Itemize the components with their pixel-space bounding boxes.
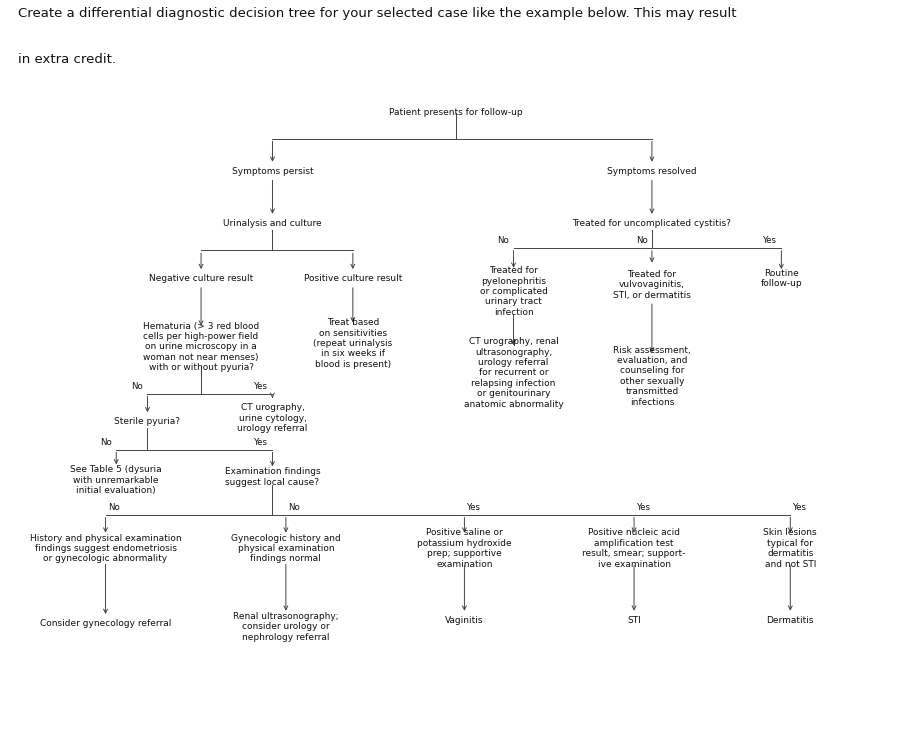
Text: Yes: Yes [254, 382, 268, 391]
Text: CT urography,
urine cytology,
urology referral: CT urography, urine cytology, urology re… [237, 403, 308, 433]
Text: Positive saline or
potassium hydroxide
prep; supportive
examination: Positive saline or potassium hydroxide p… [417, 528, 512, 568]
Text: Yes: Yes [763, 236, 777, 245]
Text: Create a differential diagnostic decision tree for your selected case like the e: Create a differential diagnostic decisio… [18, 7, 737, 20]
Text: Symptoms persist: Symptoms persist [231, 167, 313, 176]
Text: Dermatitis: Dermatitis [766, 616, 814, 625]
Text: Consider gynecology referral: Consider gynecology referral [40, 619, 171, 628]
Text: Yes: Yes [793, 503, 807, 512]
Text: No: No [497, 236, 509, 245]
Text: Treat based
on sensitivities
(repeat urinalysis
in six weeks if
blood is present: Treat based on sensitivities (repeat uri… [313, 318, 393, 369]
Text: Treated for
pyelonephritis
or complicated
urinary tract
infection: Treated for pyelonephritis or complicate… [479, 266, 548, 317]
Text: Treated for
vulvovaginitis,
STI, or dermatitis: Treated for vulvovaginitis, STI, or derm… [613, 270, 691, 300]
Text: Vaginitis: Vaginitis [445, 616, 484, 625]
Text: Patient presents for follow-up: Patient presents for follow-up [389, 108, 522, 117]
Text: Symptoms resolved: Symptoms resolved [607, 167, 697, 176]
Text: No: No [289, 503, 301, 512]
Text: Positive nucleic acid
amplification test
result, smear; support-
ive examination: Positive nucleic acid amplification test… [582, 528, 686, 568]
Text: No: No [131, 382, 143, 391]
Text: Examination findings
suggest local cause?: Examination findings suggest local cause… [225, 468, 321, 487]
Text: Treated for uncomplicated cystitis?: Treated for uncomplicated cystitis? [572, 218, 732, 227]
Text: Skin lesions
typical for
dermatitis
and not STI: Skin lesions typical for dermatitis and … [763, 528, 817, 568]
Text: in extra credit.: in extra credit. [18, 53, 117, 66]
Text: CT urography, renal
ultrasonography,
urology referral
for recurrent or
relapsing: CT urography, renal ultrasonography, uro… [464, 337, 563, 408]
Text: Routine
follow-up: Routine follow-up [761, 269, 803, 288]
Text: No: No [636, 236, 648, 245]
Text: Yes: Yes [637, 503, 650, 512]
Text: See Table 5 (dysuria
with unremarkable
initial evaluation): See Table 5 (dysuria with unremarkable i… [70, 465, 162, 495]
Text: STI: STI [627, 616, 641, 625]
Text: Hematuria (> 3 red blood
cells per high-power field
on urine microscopy in a
wom: Hematuria (> 3 red blood cells per high-… [143, 322, 260, 372]
Text: Gynecologic history and
physical examination
findings normal: Gynecologic history and physical examina… [231, 533, 341, 563]
Text: History and physical examination
findings suggest endometriosis
or gynecologic a: History and physical examination finding… [30, 533, 181, 563]
Text: No: No [100, 438, 112, 447]
Text: No: No [108, 503, 120, 512]
Text: Yes: Yes [467, 503, 481, 512]
Text: Positive culture result: Positive culture result [303, 274, 402, 283]
Text: Negative culture result: Negative culture result [148, 274, 253, 283]
Text: Urinalysis and culture: Urinalysis and culture [223, 218, 322, 227]
Text: Sterile pyuria?: Sterile pyuria? [115, 417, 180, 426]
Text: Renal ultrasonography;
consider urology or
nephrology referral: Renal ultrasonography; consider urology … [233, 612, 339, 642]
Text: Risk assessment,
evaluation, and
counseling for
other sexually
transmitted
infec: Risk assessment, evaluation, and counsel… [613, 346, 691, 407]
Text: Yes: Yes [254, 438, 268, 447]
